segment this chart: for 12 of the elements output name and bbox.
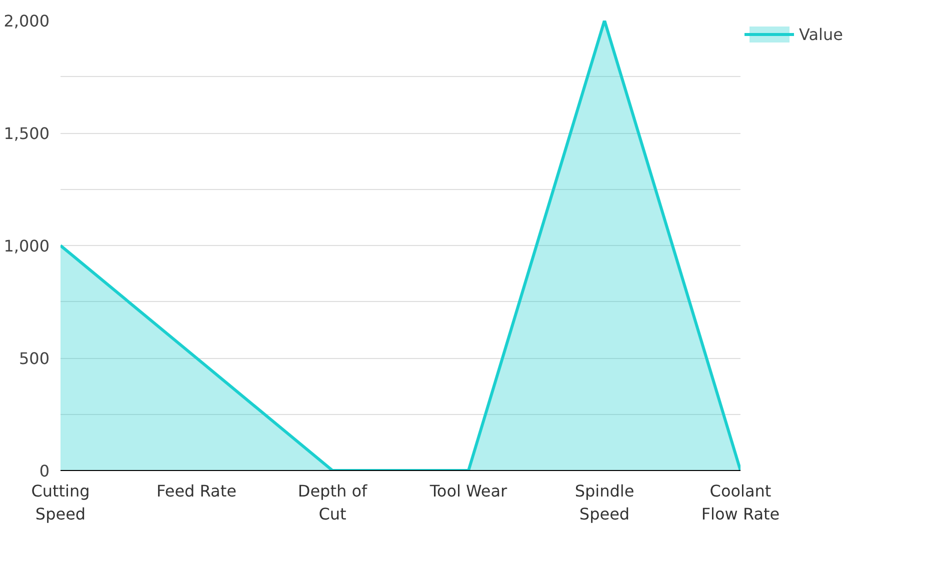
legend-label: Value [799,24,843,44]
y-tick-label: 1,000 [4,236,50,256]
y-tick-label: 500 [18,349,50,368]
y-tick-label: 1,500 [4,124,50,143]
x-tick-label: Cutting Speed [31,482,90,524]
x-tick-label: Tool Wear [428,482,508,500]
x-tick-label: Depth of Cut [298,482,368,524]
x-tick-label: Feed Rate [156,482,236,500]
y-tick-label: 0 [39,462,50,480]
y-tick-label: 2,000 [4,12,50,30]
x-tick-label: Coolant Flow Rate [701,482,780,524]
x-tick-label: Spindle Speed [574,482,634,524]
